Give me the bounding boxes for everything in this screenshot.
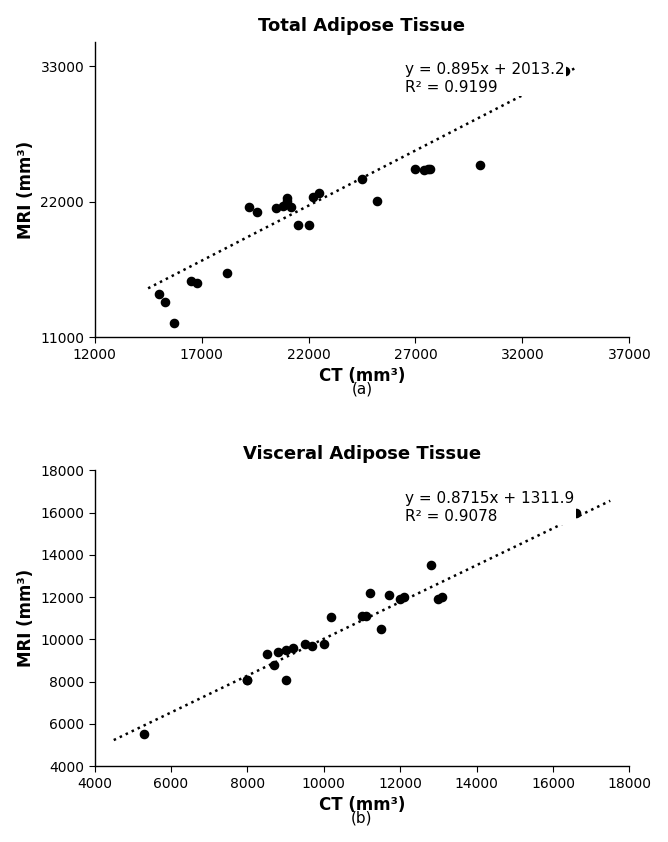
Point [160,295,170,308]
Point [357,172,367,185]
Point [371,194,382,207]
Point [399,590,409,604]
Point [410,162,421,175]
Text: y = 0.8715x + 1311.9
R² = 0.9078: y = 0.8715x + 1311.9 R² = 0.9078 [405,491,574,524]
Point [357,610,367,623]
Point [281,673,291,686]
Point [242,673,253,686]
Point [437,590,448,604]
Text: (a): (a) [351,381,373,397]
Point [303,218,314,232]
Point [281,643,291,657]
Point [426,559,436,573]
Point [261,647,272,661]
Text: (b): (b) [351,811,373,825]
Point [269,658,279,671]
Point [307,639,318,653]
Point [168,316,179,329]
Point [243,200,254,214]
Point [286,200,297,214]
X-axis label: CT (mm³): CT (mm³) [319,367,405,386]
Point [474,158,485,172]
Title: Visceral Adipose Tissue: Visceral Adipose Tissue [243,445,481,463]
Point [293,219,303,232]
Title: Total Adipose Tissue: Total Adipose Tissue [259,17,466,35]
Point [395,593,405,606]
Point [307,190,318,204]
Point [282,194,293,207]
Point [271,201,282,215]
Text: y = 0.895x + 2013.2
R² = 0.9199: y = 0.895x + 2013.2 R² = 0.9199 [405,62,564,95]
Point [222,267,232,280]
Point [273,645,283,658]
Point [154,288,164,301]
Point [570,506,581,520]
Point [288,641,299,654]
Point [314,187,325,200]
Point [375,622,386,636]
Point [560,65,570,78]
Point [242,673,253,686]
Point [364,586,375,600]
Point [419,163,430,177]
Point [319,637,329,650]
Point [277,199,288,212]
Point [326,610,337,624]
Y-axis label: MRI (mm³): MRI (mm³) [17,141,35,238]
X-axis label: CT (mm³): CT (mm³) [319,796,405,814]
Point [433,593,444,606]
Point [425,162,436,175]
Point [139,727,150,741]
Point [252,205,263,219]
Point [282,191,293,205]
Point [361,610,371,623]
Point [299,637,310,650]
Point [186,274,196,288]
Y-axis label: MRI (mm³): MRI (mm³) [17,569,35,668]
Point [423,162,434,175]
Point [383,589,394,602]
Point [192,276,202,290]
